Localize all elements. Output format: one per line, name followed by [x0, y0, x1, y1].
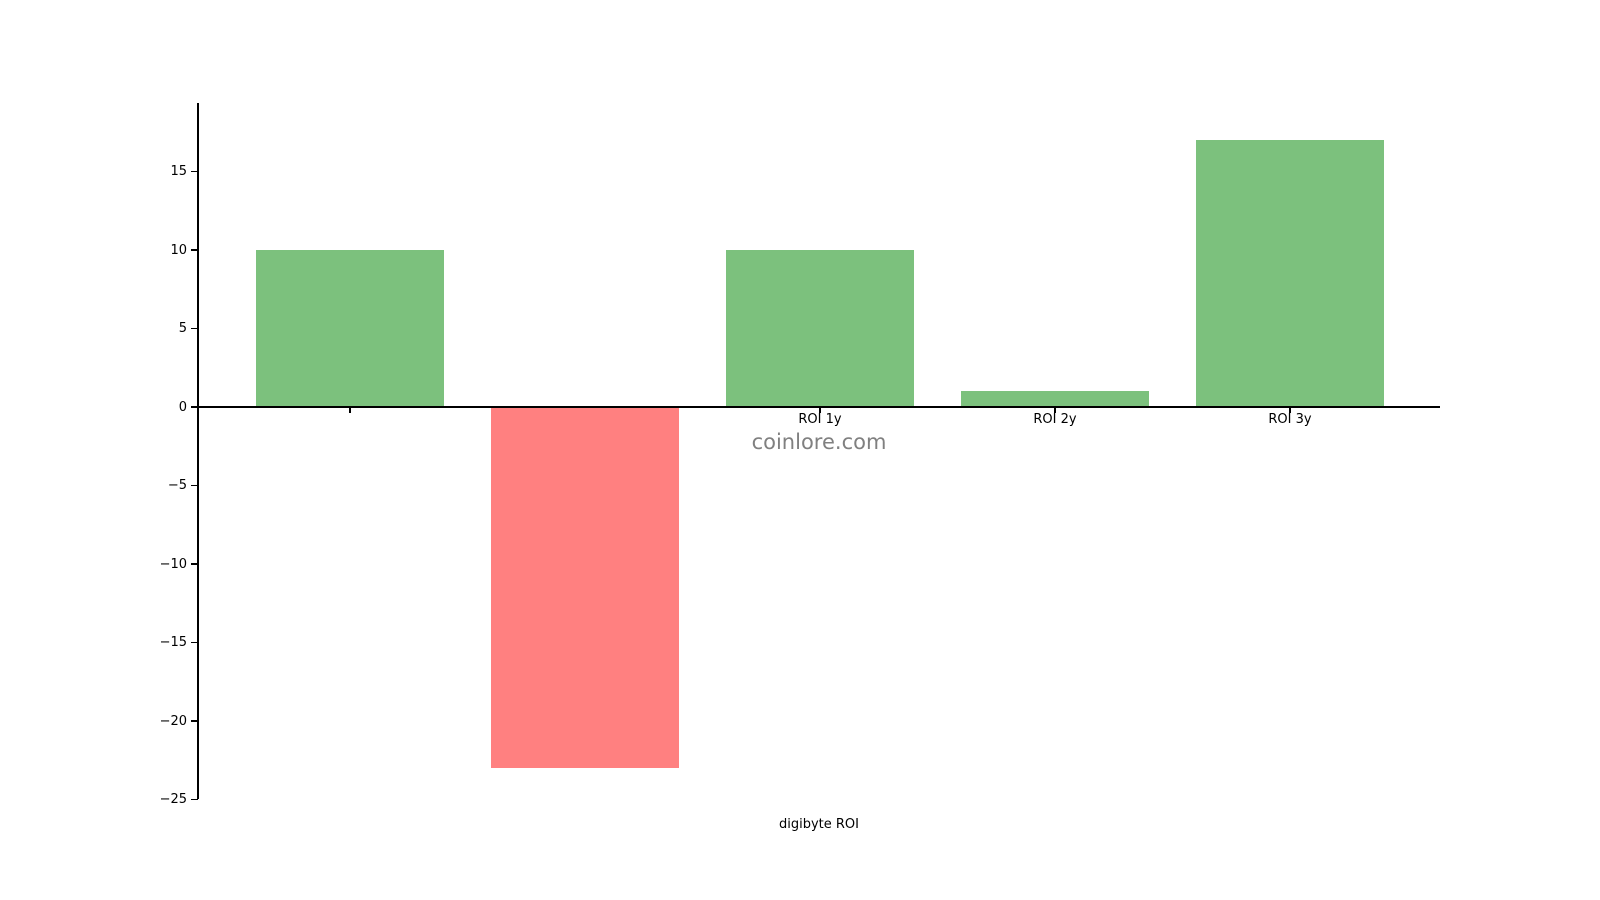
y-tick-label: 0	[178, 399, 187, 415]
x-tick-label: ROI 1y	[798, 412, 842, 427]
y-tick-label: 5	[178, 321, 187, 336]
y-tick-mark	[191, 720, 198, 722]
y-tick-label: 15	[170, 164, 187, 179]
bar-category-2	[491, 407, 679, 769]
x-tick-mark	[349, 407, 351, 413]
x-tick-label: ROI 2y	[1033, 412, 1077, 427]
y-tick-label: −15	[159, 635, 187, 650]
x-tick-mark	[819, 407, 821, 413]
y-tick-label: −5	[167, 478, 187, 493]
y-tick-mark	[191, 563, 198, 565]
y-tick-mark	[191, 484, 198, 487]
y-tick-mark	[191, 798, 198, 801]
bar-roi-2y	[961, 391, 1149, 407]
bar-category-1	[256, 250, 444, 407]
y-tick-mark	[191, 249, 198, 251]
bar-roi-1y	[726, 250, 914, 407]
y-tick-mark	[191, 170, 198, 173]
x-tick-mark	[1289, 407, 1291, 413]
x-tick-label: ROI 3y	[1268, 412, 1312, 427]
y-tick-label: −25	[159, 792, 187, 807]
y-tick-label: −10	[159, 556, 187, 572]
x-tick-mark	[1054, 407, 1056, 413]
y-axis-line	[197, 103, 199, 799]
watermark-text: coinlore.com	[751, 430, 887, 454]
y-tick-label: −20	[159, 713, 187, 729]
y-tick-label: 10	[170, 242, 187, 258]
y-tick-mark	[191, 327, 198, 330]
y-tick-mark	[191, 641, 198, 644]
y-tick-mark	[191, 406, 198, 408]
x-axis-title: digibyte ROI	[779, 817, 859, 832]
bar-roi-3y	[1196, 140, 1384, 407]
x-axis-line	[197, 406, 1440, 408]
